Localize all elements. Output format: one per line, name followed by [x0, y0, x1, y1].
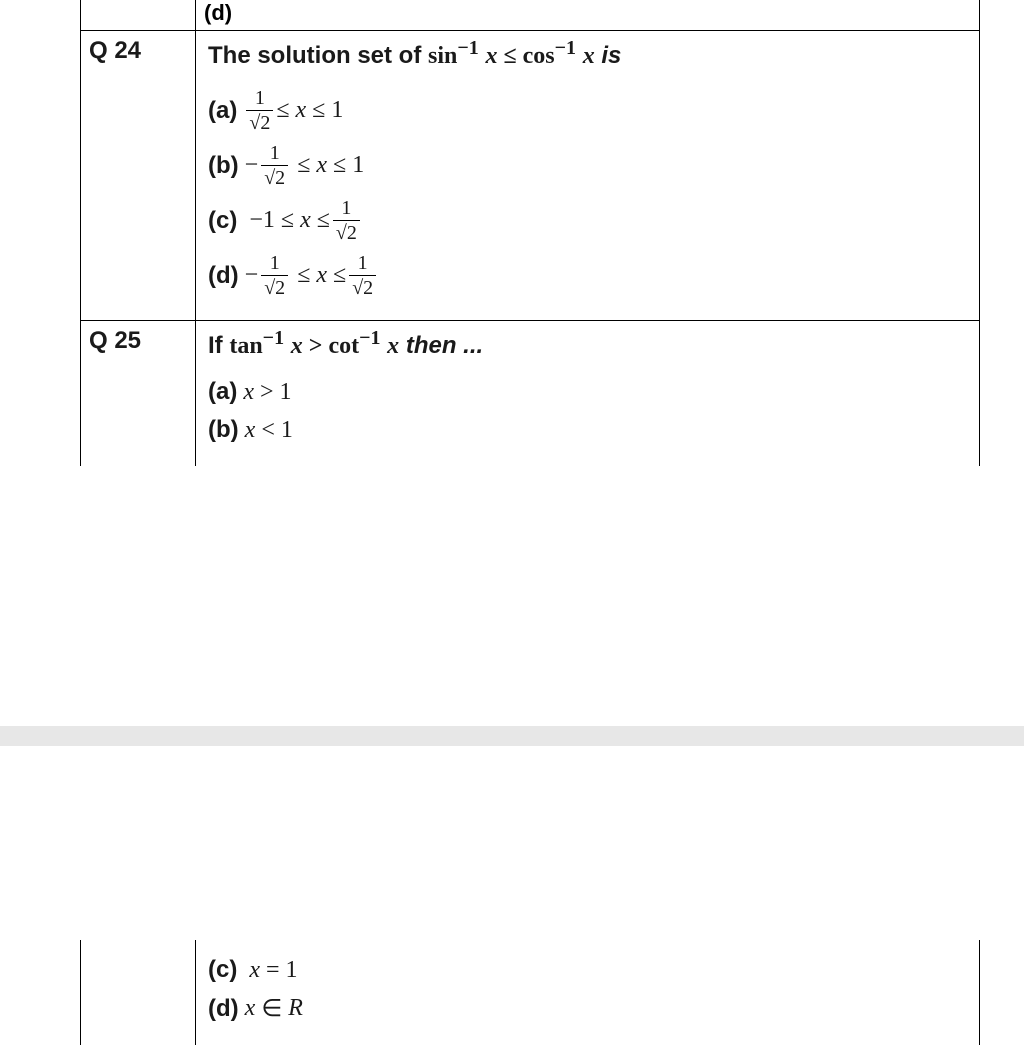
q25-row: Q 25 If tan−1 x > cot−1 x then ... (a) x… [81, 321, 980, 467]
q25-option-c: (c) x = 1 [208, 956, 967, 984]
prev-option-d-label: (d) [204, 0, 232, 25]
fraction-icon: 1 √2 [261, 143, 288, 188]
q25-stem: If tan−1 x > cot−1 x then ... [208, 327, 967, 360]
previous-question-stub-row: (d) [81, 0, 980, 31]
q25-option-d: (d) x ∈ R [208, 994, 967, 1023]
fraction-icon: 1 √2 [349, 253, 376, 298]
q24-option-b: (b) − 1 √2 ≤ x ≤ 1 [208, 143, 967, 188]
q25-option-b: (b) x < 1 [208, 416, 967, 444]
q24-stem: The solution set of sin−1 x ≤ cos−1 x is [208, 37, 967, 70]
page-break-bar [0, 726, 1024, 746]
q25-number: Q 25 [81, 321, 196, 467]
q24-row: Q 24 The solution set of sin−1 x ≤ cos−1… [81, 31, 980, 321]
q24-option-a: (a) 1 √2 ≤ x ≤ 1 [208, 88, 967, 133]
fraction-icon: 1 √2 [261, 253, 288, 298]
q24-option-d: (d) − 1 √2 ≤ x ≤ 1 √2 [208, 253, 967, 298]
fraction-icon: 1 √2 [246, 88, 273, 133]
q24-option-c: (c) −1 ≤ x ≤ 1 √2 [208, 198, 967, 243]
q25-option-a: (a) x > 1 [208, 378, 967, 406]
q25-continuation-table: (c) x = 1 (d) x ∈ R [80, 940, 980, 1045]
questions-table: (d) Q 24 The solution set of sin−1 x ≤ c… [80, 0, 980, 466]
fraction-icon: 1 √2 [333, 198, 360, 243]
q24-number: Q 24 [81, 31, 196, 321]
